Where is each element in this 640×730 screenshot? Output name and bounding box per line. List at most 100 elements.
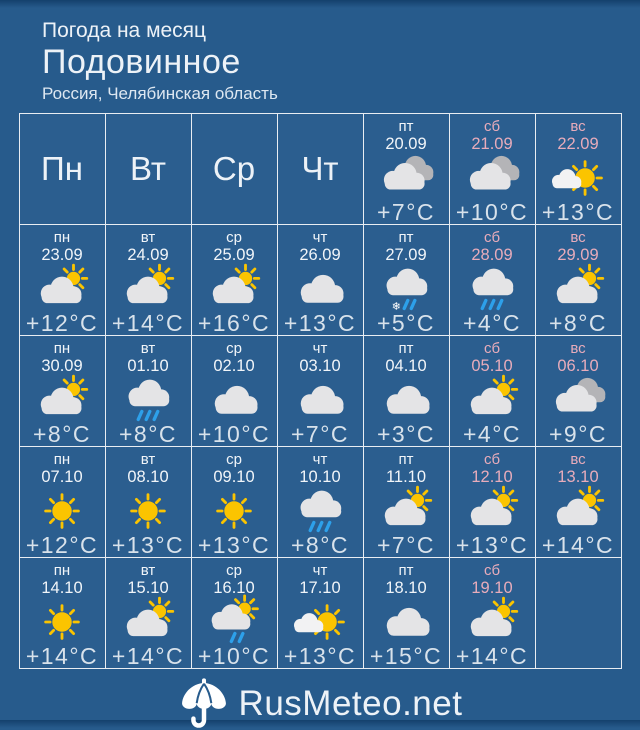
forecast-cell-10.10[interactable]: чт 10.10 +8°C (276, 445, 364, 558)
forecast-cell-16.10[interactable]: ср 16.10 +10°C (190, 556, 278, 669)
forecast-cell-21.09[interactable]: сб 21.09 +10°C (448, 112, 536, 225)
day-date: 21.09 (471, 135, 513, 154)
day-date: 25.09 (213, 246, 255, 265)
temperature: +13°C (283, 642, 357, 669)
day-name: пт (398, 117, 414, 135)
day-date: 26.09 (299, 246, 341, 265)
forecast-cell-04.10[interactable]: пт 04.10 +3°C (362, 334, 450, 447)
forecast-cell-12.10[interactable]: сб 12.10 +13°C (448, 445, 536, 558)
forecast-cell-content: пт 11.10 +7°C (364, 447, 449, 557)
forecast-cell-content: пт 20.09 +7°C (364, 114, 449, 224)
table-row: пн 14.10 +14°C вт 15.10 +14°C ср 16.10 +10°C чт… (18, 556, 622, 669)
temperature: +7°C (290, 420, 350, 447)
day-date: 30.09 (41, 357, 83, 376)
temperature: +13°C (541, 198, 615, 225)
forecast-cell-23.09[interactable]: пн 23.09 +12°C (18, 223, 106, 336)
forecast-cell-08.10[interactable]: вт 08.10 +13°C (104, 445, 192, 558)
forecast-cell-content: чт 17.10 +13°C (278, 558, 363, 668)
forecast-cell-13.10[interactable]: вс 13.10 +14°C (534, 445, 622, 558)
day-name: вс (570, 450, 586, 468)
sun-icon (30, 599, 94, 645)
temperature: +10°C (197, 420, 271, 447)
forecast-cell-27.09[interactable]: пт 27.09 ❄ +5°C (362, 223, 450, 336)
temperature: +8°C (32, 420, 92, 447)
cloudy-icon (546, 377, 610, 423)
page-pretitle: Погода на месяц (42, 19, 207, 42)
forecast-cell-02.10[interactable]: ср 02.10 +10°C (190, 334, 278, 447)
forecast-table-body: Пн Вт Ср Чт пт 20.09 +7°C сб 21.09 +10°C вс 22.09… (18, 112, 622, 669)
forecast-cell-20.09[interactable]: пт 20.09 +7°C (362, 112, 450, 225)
day-name: пт (398, 450, 414, 468)
forecast-cell-15.10[interactable]: вт 15.10 +14°C (104, 556, 192, 669)
day-name: сб (483, 339, 501, 357)
forecast-cell-content: пн 14.10 +14°C (20, 558, 105, 668)
cloud-sun-icon (460, 374, 524, 423)
day-date: 08.10 (127, 468, 169, 487)
day-name: вс (570, 339, 586, 357)
cloudy-icon (374, 155, 438, 201)
cloud-sun-icon (546, 485, 610, 534)
forecast-cell-30.09[interactable]: пн 30.09 +8°C (18, 334, 106, 447)
forecast-cell-content: вт 08.10 +13°C (106, 447, 191, 557)
day-name: вт (140, 228, 156, 246)
temperature: +7°C (376, 531, 436, 558)
forecast-cell-26.09[interactable]: чт 26.09 +13°C (276, 223, 364, 336)
forecast-cell-05.10[interactable]: сб 05.10 +4°C (448, 334, 536, 447)
temperature: +13°C (283, 309, 357, 336)
day-name: пн (53, 339, 71, 357)
forecast-cell-01.10[interactable]: вт 01.10 +8°C (104, 334, 192, 447)
forecast-cell-content: сб 05.10 +4°C (450, 336, 535, 446)
day-date: 22.09 (557, 135, 599, 154)
day-date: 20.09 (385, 135, 427, 154)
day-name: ср (226, 339, 242, 357)
cloud-icon (288, 266, 352, 312)
temperature: +4°C (462, 420, 522, 447)
brand-name: RusMeteo.net (238, 683, 463, 723)
site-logo[interactable]: RusMeteo.net (0, 677, 640, 730)
forecast-cell-28.09[interactable]: сб 28.09 +4°C (448, 223, 536, 336)
day-date: 13.10 (557, 468, 599, 487)
day-name: чт (312, 339, 328, 357)
forecast-cell-19.10[interactable]: сб 19.10 +14°C (448, 556, 536, 669)
forecast-cell-06.10[interactable]: вс 06.10 +9°C (534, 334, 622, 447)
day-name: вс (570, 117, 586, 135)
page-subtitle: Россия, Челябинская область (42, 84, 278, 104)
forecast-cell-14.10[interactable]: пн 14.10 +14°C (18, 556, 106, 669)
day-name: ср (226, 228, 242, 246)
forecast-cell-22.09[interactable]: вс 22.09 +13°C (534, 112, 622, 225)
forecast-cell-content: ср 25.09 +16°C (192, 225, 277, 335)
temperature: +3°C (376, 420, 436, 447)
cloud-sun-icon (546, 263, 610, 312)
forecast-cell-content: пн 07.10 +12°C (20, 447, 105, 557)
sun-cloud-icon (288, 599, 352, 645)
day-name: вт (140, 561, 156, 579)
sun-icon (116, 488, 180, 534)
day-name: пт (398, 228, 414, 246)
temperature: +14°C (25, 642, 99, 669)
forecast-cell-07.10[interactable]: пн 07.10 +12°C (18, 445, 106, 558)
forecast-cell-24.09[interactable]: вт 24.09 +14°C (104, 223, 192, 336)
day-date: 10.10 (299, 468, 341, 487)
forecast-cell-content: вт 01.10 +8°C (106, 336, 191, 446)
sun-icon (30, 488, 94, 534)
forecast-cell-29.09[interactable]: вс 29.09 +8°C (534, 223, 622, 336)
forecast-cell-03.10[interactable]: чт 03.10 +7°C (276, 334, 364, 447)
day-date: 27.09 (385, 246, 427, 265)
forecast-cell-17.10[interactable]: чт 17.10 +13°C (276, 556, 364, 669)
forecast-cell-11.10[interactable]: пт 11.10 +7°C (362, 445, 450, 558)
forecast-cell-25.09[interactable]: ср 25.09 +16°C (190, 223, 278, 336)
day-name: сб (483, 450, 501, 468)
forecast-cell-content: пн 30.09 +8°C (20, 336, 105, 446)
rain-icon (288, 488, 352, 534)
table-row: пн 23.09 +12°C вт 24.09 +14°C ср 25.09 +16°C ч… (18, 223, 622, 336)
cloud-icon (202, 377, 266, 423)
forecast-cell-18.10[interactable]: пт 18.10 +15°C (362, 556, 450, 669)
table-row: пн 30.09 +8°C вт 01.10 +8°C ср 02.10 +10°C чт 0… (18, 334, 622, 447)
temperature: +9°C (548, 420, 608, 447)
page-header: Погода на месяц Подовинное Россия, Челяб… (0, 0, 640, 105)
temperature: +10°C (455, 198, 529, 225)
day-date: 15.10 (127, 579, 169, 598)
forecast-cell-09.10[interactable]: ср 09.10 +13°C (190, 445, 278, 558)
temperature: +14°C (455, 642, 529, 669)
temperature: +15°C (369, 642, 443, 669)
